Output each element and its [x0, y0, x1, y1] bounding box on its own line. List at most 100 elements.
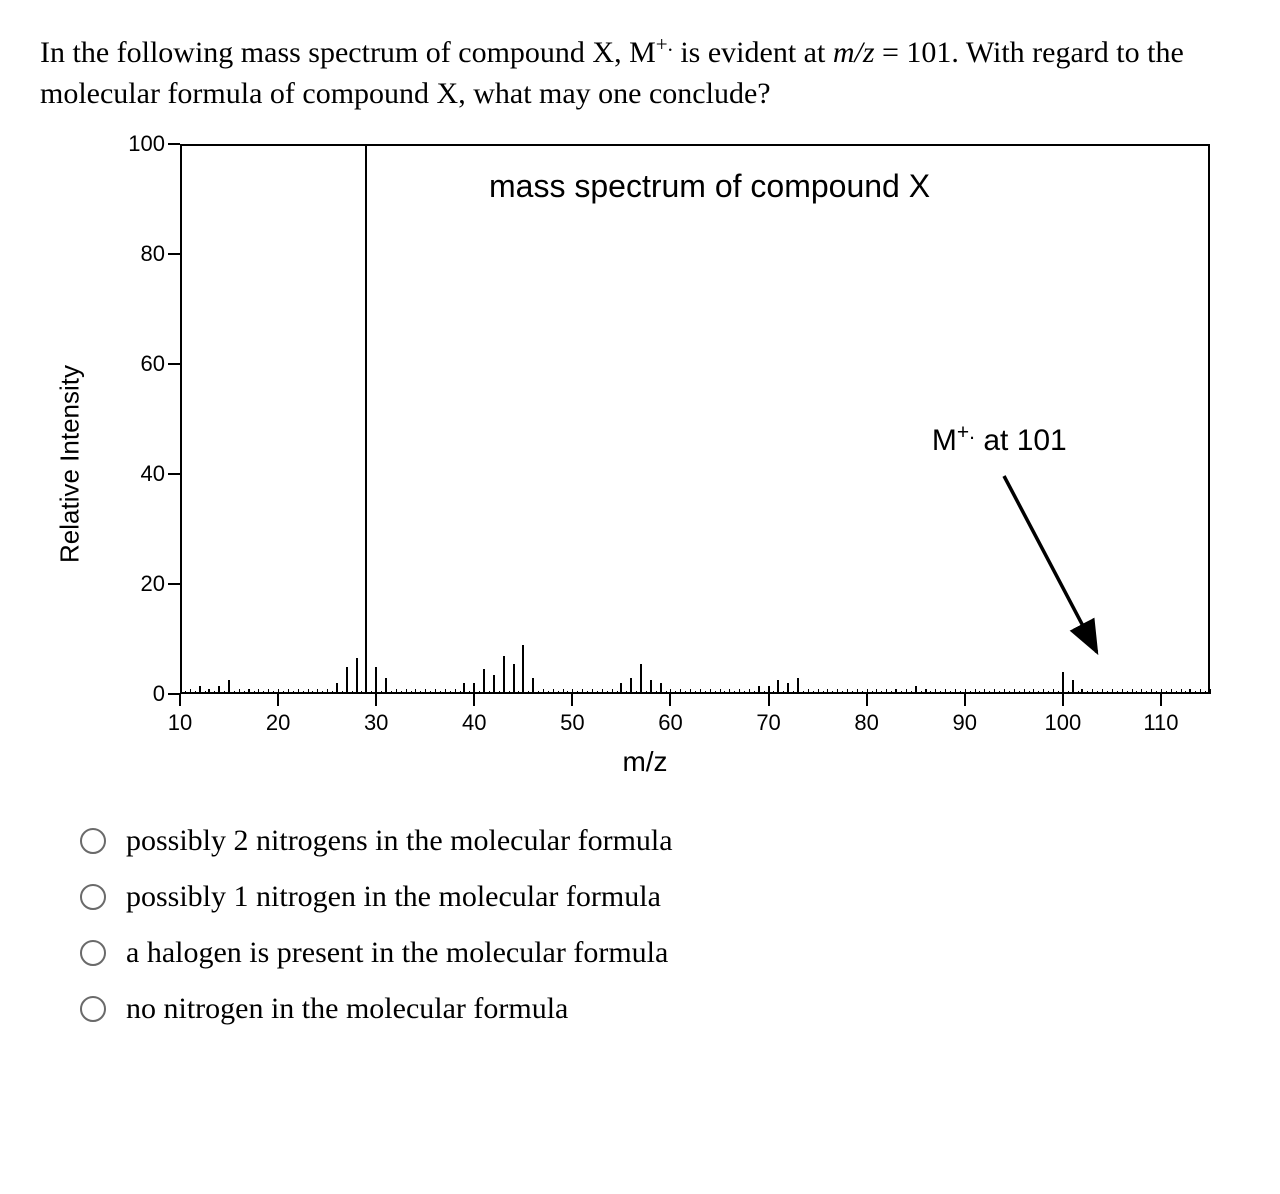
baseline-tick: [734, 691, 735, 694]
baseline-tick: [970, 691, 971, 694]
baseline-tick: [1078, 691, 1079, 694]
baseline-tick: [244, 691, 245, 694]
baseline-tick: [273, 691, 274, 694]
baseline-tick: [479, 691, 480, 694]
spectrum-peak: [199, 686, 201, 694]
baseline-tick: [847, 689, 848, 694]
y-tick-label: 20: [115, 571, 165, 597]
baseline-tick: [592, 689, 593, 694]
baseline-tick: [818, 689, 819, 694]
baseline-tick: [680, 689, 681, 694]
y-tick-label: 100: [115, 131, 165, 157]
baseline-tick: [518, 691, 519, 694]
x-tick-label: 50: [560, 710, 584, 736]
baseline-tick: [793, 691, 794, 694]
baseline-tick: [401, 691, 402, 694]
x-tick-label: 20: [266, 710, 290, 736]
baseline-tick: [960, 691, 961, 694]
baseline-tick: [239, 689, 240, 694]
baseline-tick: [1127, 691, 1128, 694]
baseline-tick: [1181, 689, 1182, 694]
baseline-tick: [999, 691, 1000, 694]
baseline-tick: [371, 691, 372, 694]
mass-spectrum-chart: Relative Intensity m/z mass spectrum of …: [80, 134, 1210, 794]
spectrum-peak: [1062, 672, 1064, 694]
spectrum-peak: [228, 680, 230, 694]
spectrum-peak: [1189, 689, 1191, 695]
ann-m: M: [932, 424, 957, 457]
baseline-tick: [724, 691, 725, 694]
spectrum-peak: [473, 683, 475, 694]
baseline-tick: [1068, 691, 1069, 694]
baseline-tick: [1122, 689, 1123, 694]
spectrum-peak: [895, 689, 897, 695]
baseline-tick: [1024, 689, 1025, 694]
baseline-tick: [803, 691, 804, 694]
baseline-tick: [205, 691, 206, 694]
y-tick-label: 80: [115, 241, 165, 267]
baseline-tick: [720, 689, 721, 694]
spectrum-peak: [385, 678, 387, 695]
spectrum-peak: [483, 669, 485, 694]
y-tick: [168, 253, 180, 255]
baseline-tick: [396, 689, 397, 694]
baseline-tick: [558, 691, 559, 694]
y-tick-label: 0: [115, 681, 165, 707]
baseline-tick: [1200, 689, 1201, 694]
baseline-tick: [1151, 689, 1152, 694]
baseline-tick: [445, 689, 446, 694]
baseline-tick: [891, 691, 892, 694]
x-tick: [571, 694, 573, 706]
x-tick-label: 90: [953, 710, 977, 736]
radio-icon: [80, 996, 106, 1022]
baseline-tick: [832, 691, 833, 694]
spectrum-peak: [532, 678, 534, 695]
option-b[interactable]: possibly 1 nitrogen in the molecular for…: [80, 880, 1240, 914]
baseline-tick: [283, 691, 284, 694]
option-c[interactable]: a halogen is present in the molecular fo…: [80, 936, 1240, 970]
y-tick: [168, 583, 180, 585]
baseline-tick: [626, 691, 627, 694]
baseline-tick: [739, 689, 740, 694]
baseline-tick: [729, 689, 730, 694]
x-tick-label: 80: [854, 710, 878, 736]
spectrum-peak: [375, 667, 377, 695]
baseline-tick: [705, 691, 706, 694]
baseline-tick: [1136, 691, 1137, 694]
baseline-tick: [612, 689, 613, 694]
baseline-tick: [1038, 691, 1039, 694]
x-tick-label: 100: [1044, 710, 1081, 736]
page: In the following mass spectrum of compou…: [0, 0, 1280, 1078]
baseline-tick: [1132, 689, 1133, 694]
baseline-tick: [190, 689, 191, 694]
baseline-tick: [587, 691, 588, 694]
baseline-tick: [1171, 689, 1172, 694]
spectrum-peak: [208, 689, 210, 695]
spectrum-peak: [336, 683, 338, 694]
baseline-tick: [361, 691, 362, 694]
baseline-tick: [906, 689, 907, 694]
baseline-tick: [656, 691, 657, 694]
baseline-tick: [263, 691, 264, 694]
baseline-tick: [842, 691, 843, 694]
baseline-tick: [808, 689, 809, 694]
baseline-tick: [935, 689, 936, 694]
q-sup: +.: [656, 32, 673, 56]
baseline-tick: [666, 691, 667, 694]
baseline-tick: [332, 691, 333, 694]
baseline-tick: [1205, 691, 1206, 694]
peak-annotation: M+. at 101: [932, 421, 1067, 458]
y-axis-label: Relative Intensity: [55, 365, 86, 563]
baseline-tick: [582, 689, 583, 694]
baseline-tick: [195, 691, 196, 694]
option-d[interactable]: no nitrogen in the molecular formula: [80, 992, 1240, 1026]
baseline-tick: [602, 689, 603, 694]
baseline-tick: [563, 689, 564, 694]
baseline-tick: [607, 691, 608, 694]
baseline-tick: [1019, 691, 1020, 694]
baseline-tick: [675, 691, 676, 694]
x-tick: [1160, 694, 1162, 706]
ann-tail: at 101: [975, 424, 1067, 457]
baseline-tick: [764, 691, 765, 694]
option-a[interactable]: possibly 2 nitrogens in the molecular fo…: [80, 824, 1240, 858]
